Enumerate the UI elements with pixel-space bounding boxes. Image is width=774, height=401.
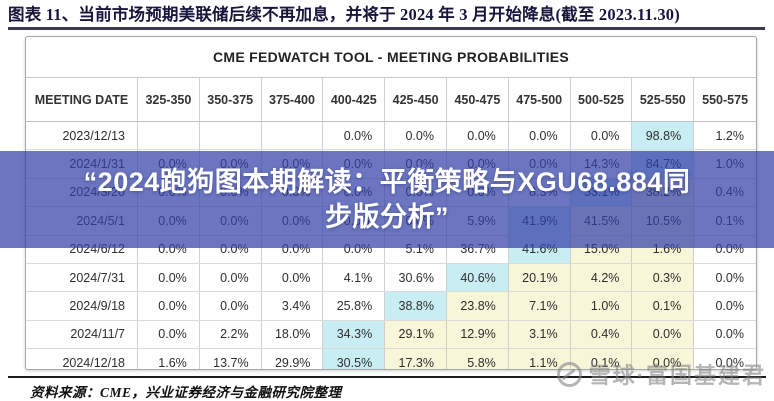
meeting-date-cell: 2024/12/18 [26, 349, 138, 369]
probability-cell: 0.0% [715, 355, 744, 370]
probability-cell: 40.6% [446, 263, 509, 292]
probability-cell: 0.0% [447, 122, 509, 150]
probability-cell: 13.7% [200, 349, 262, 369]
footer-divider [8, 376, 766, 378]
table-row: 2024/11/7 0.0% 2.2% 18.0% 34.3% 29.1% 12.9% 3.1… [26, 320, 756, 350]
probability-cell: 30.5% [323, 349, 386, 369]
probability-cell: 0.0% [262, 263, 324, 292]
probability-cell: 0.0% [571, 122, 633, 150]
probability-cell: 38.8% [385, 292, 447, 320]
column-header: MEETING DATE [26, 78, 138, 121]
column-header: 425-450 [385, 78, 447, 121]
probability-cell: 0.1% [570, 349, 633, 369]
probability-cell: 0.1% [632, 292, 695, 320]
table-row: 2024/7/31 0.0% 0.0% 0.0% 4.1% 30.6% 40.6% 20.1%… [26, 263, 756, 293]
probability-cell: 5.8% [446, 349, 509, 369]
meeting-date-cell: 2024/7/31 [26, 263, 138, 292]
probability-cell: 0.0% [138, 263, 200, 292]
column-header: 350-375 [200, 78, 262, 121]
probability-cell: 12.9% [446, 320, 509, 349]
probability-cell: 1.6% [138, 349, 200, 369]
probability-cell: 23.8% [446, 292, 509, 320]
overlay-text-line1: “2024跑狗图本期解读：平衡策略与XGU68.884同 [83, 166, 691, 197]
probability-cell: 0.0% [200, 263, 262, 292]
probability-cell [200, 122, 262, 150]
table-title: CME FEDWATCH TOOL - MEETING PROBABILITIE… [26, 37, 756, 78]
probability-cell: 0.0% [385, 122, 447, 150]
probability-cell: 4.2% [570, 263, 633, 292]
watermark: 雪球·富国基建君 [556, 358, 766, 390]
table-row: 2023/12/13 0.0% 0.0% 0.0% 0.0% 0.0% 98.8% 1.2% [26, 122, 756, 151]
column-header: 450-475 [447, 78, 509, 121]
probability-cell: 0.0% [715, 270, 744, 285]
probability-cell: 0.0% [715, 327, 744, 342]
probability-cell: 34.3% [323, 320, 386, 349]
probability-cell: 3.4% [262, 292, 324, 320]
snowball-logo-icon [556, 361, 582, 387]
probability-cell: 4.1% [323, 263, 386, 292]
title-divider [8, 27, 765, 30]
column-header: 550-575 [702, 92, 749, 107]
probability-cell: 29.9% [262, 349, 324, 369]
probability-cell: 17.3% [385, 349, 447, 369]
probability-cell: 0.0% [632, 349, 695, 369]
column-header: 475-500 [509, 78, 571, 121]
probability-cell: 0.0% [509, 122, 571, 150]
figure-title: 图表 11、当前市场预期美联储后续不再加息，并将于 2024 年 3 月开始降息… [8, 5, 680, 24]
probability-cell: 0.0% [632, 320, 695, 349]
probability-cell: 2.2% [200, 320, 262, 349]
probability-cell: 98.8% [632, 122, 695, 150]
probability-cell: 7.1% [508, 292, 571, 320]
probability-cell: 29.1% [385, 320, 447, 349]
column-header: 400-425 [323, 78, 386, 121]
probability-cell: 0.4% [570, 320, 633, 349]
table-row: 2024/9/18 0.0% 0.0% 3.4% 25.8% 38.8% 23.8% 7.1%… [26, 292, 756, 321]
probability-cell [262, 122, 324, 150]
probability-cell: 18.0% [262, 320, 324, 349]
source-note: 资料来源：CME，兴业证券经济与金融研究院整理 [30, 385, 342, 400]
probability-cell: 0.0% [323, 122, 386, 150]
probability-cell: 1.1% [508, 349, 571, 369]
probability-cell [138, 122, 200, 150]
probability-cell: 1.2% [715, 128, 744, 143]
watermark-text: 雪球·富国基建君 [588, 363, 766, 388]
probability-cell: 0.0% [715, 299, 744, 314]
column-header: 375-400 [262, 78, 324, 121]
probability-cell: 0.3% [632, 263, 695, 292]
probability-cell: 30.6% [385, 263, 447, 292]
probability-cell: 0.0% [138, 320, 200, 349]
promo-overlay-banner: “2024跑狗图本期解读：平衡策略与XGU68.884同 步版分析” [0, 151, 774, 248]
probability-cell: 1.0% [570, 292, 633, 320]
column-header: 500-525 [571, 78, 633, 121]
table-row: 2024/12/18 1.6% 13.7% 29.9% 30.5% 17.3% 5.8% 1.… [26, 349, 756, 370]
meeting-date-cell: 2024/9/18 [26, 292, 138, 320]
probability-cell: 0.0% [138, 292, 200, 320]
overlay-text-line2: 步版分析” [325, 201, 449, 232]
meeting-date-cell: 2024/11/7 [26, 320, 138, 349]
probability-cell: 20.1% [508, 263, 571, 292]
meeting-date-cell: 2023/12/13 [26, 122, 138, 150]
column-header: 525-550 [632, 78, 695, 121]
table-header-row: MEETING DATE 325-350 350-375 375-400 400-425… [26, 78, 756, 122]
probability-cell: 25.8% [323, 292, 386, 320]
probability-cell: 0.0% [200, 292, 262, 320]
column-header: 325-350 [138, 78, 200, 121]
probability-cell: 3.1% [508, 320, 571, 349]
